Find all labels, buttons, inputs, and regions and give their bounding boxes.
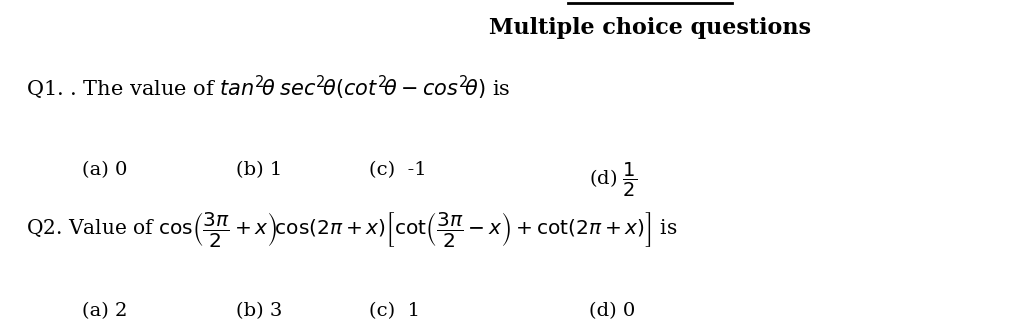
Text: Q2. Value of $\cos\!\left(\dfrac{3\pi}{2}+x\right)\!\cos(2\pi+x)\left[\cot\!\lef: Q2. Value of $\cos\!\left(\dfrac{3\pi}{2… (26, 210, 677, 249)
Text: (a) 0: (a) 0 (82, 161, 127, 179)
Text: Multiple choice questions: Multiple choice questions (489, 17, 811, 39)
Text: (d) $\dfrac{1}{2}$: (d) $\dfrac{1}{2}$ (589, 161, 637, 199)
Text: (c)  1: (c) 1 (369, 302, 420, 321)
Text: (b) 1: (b) 1 (236, 161, 282, 179)
Text: (d) 0: (d) 0 (589, 302, 635, 321)
Text: Q1. . The value of $tan^{2}\!\theta\;sec^{2}\!\theta(cot^{2}\!\theta - cos^{2}\!: Q1. . The value of $tan^{2}\!\theta\;sec… (26, 74, 510, 102)
Text: (c)  -1: (c) -1 (369, 161, 426, 179)
Text: (a) 2: (a) 2 (82, 302, 127, 321)
Text: (b) 3: (b) 3 (236, 302, 282, 321)
